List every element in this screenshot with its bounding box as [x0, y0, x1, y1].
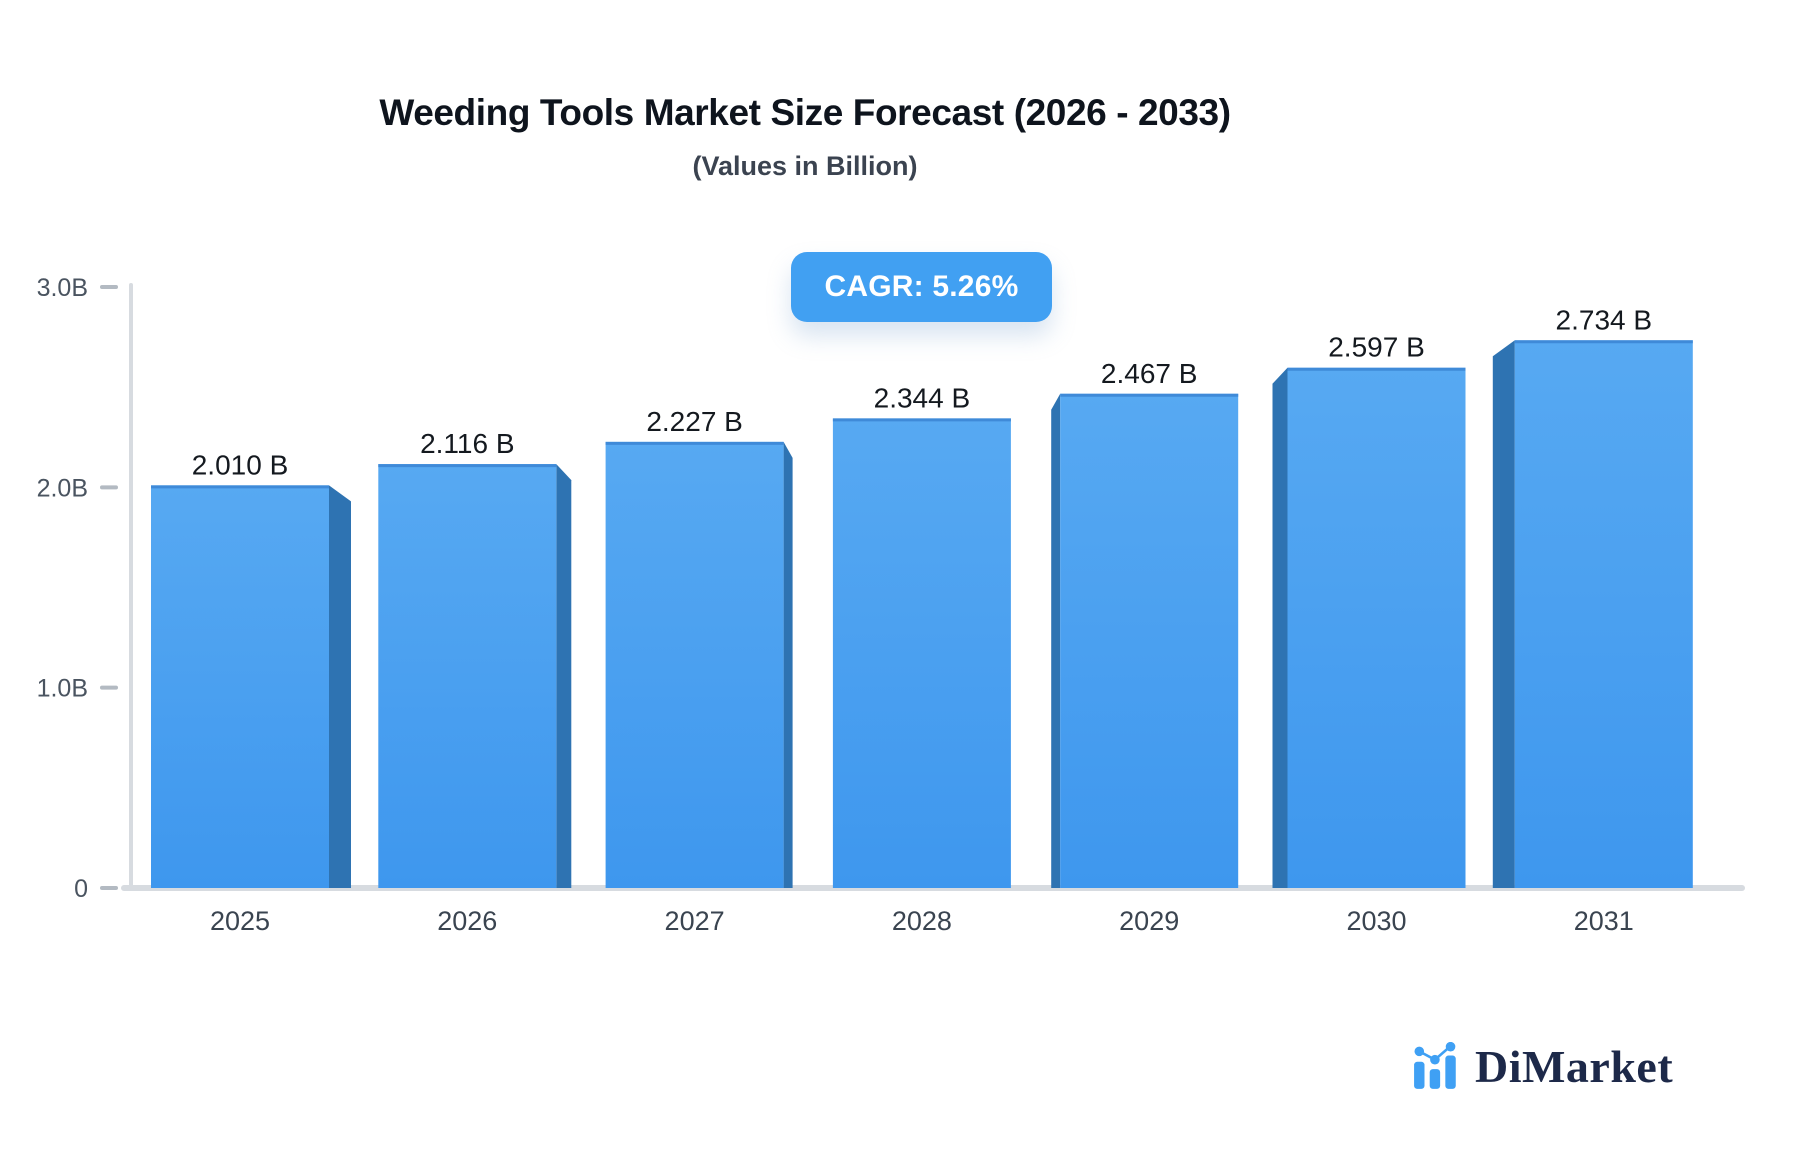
- bar-value-label-2027: 2.227 B: [646, 406, 743, 437]
- cagr-badge-label: CAGR: 5.26%: [824, 270, 1019, 303]
- x-axis-label-2031: 2031: [1574, 906, 1634, 936]
- y-tick-2.0B: [100, 485, 118, 490]
- bar-value-label-2031: 2.734 B: [1556, 304, 1653, 335]
- bar-2028: 2.344 B 2028: [832, 382, 1011, 936]
- bar-2029: 2.467 B 2029: [1051, 358, 1239, 936]
- bar-side-face-2030: [1272, 367, 1288, 888]
- bar-side-face-2026: [556, 464, 572, 888]
- cagr-badge: CAGR: 5.26%: [791, 252, 1052, 322]
- bar-front-face-2026: [378, 464, 557, 888]
- bar-value-label-2029: 2.467 B: [1101, 358, 1198, 389]
- bar-front-face-2027: [605, 441, 784, 888]
- x-axis-label-2026: 2026: [437, 906, 497, 936]
- bar-front-face-2025: [151, 485, 329, 888]
- bar-2027: 2.227 B 2027: [605, 406, 793, 936]
- x-axis-label-2027: 2027: [665, 906, 725, 936]
- y-axis-line: [129, 283, 133, 888]
- dimarket-logo-text: DiMarket: [1475, 1041, 1674, 1092]
- dimarket-logo: DiMarket: [1412, 1038, 1673, 1096]
- dimarket-logo-icon: [1414, 1042, 1456, 1089]
- bar-value-label-2026: 2.116 B: [420, 428, 514, 459]
- y-tick-3.0B: [100, 285, 118, 290]
- bar-side-face-2025: [329, 485, 351, 888]
- bar-2030: 2.597 B 2030: [1272, 332, 1466, 936]
- bar-front-face-2031: [1514, 340, 1693, 888]
- bar-front-face-2029: [1060, 393, 1239, 888]
- y-tick-0: [100, 886, 118, 890]
- bar-2025: 2.010 B 2025: [151, 449, 351, 936]
- bar-side-face-2029: [1051, 393, 1061, 888]
- x-axis-label-2025: 2025: [210, 906, 270, 936]
- bar-side-face-2027: [783, 441, 793, 888]
- x-axis-label-2030: 2030: [1346, 906, 1406, 936]
- bar-side-face-2031: [1492, 340, 1515, 888]
- bar-front-face-2030: [1287, 367, 1466, 888]
- bar-value-label-2030: 2.597 B: [1328, 332, 1425, 363]
- y-axis-label-3.0B: 3.0B: [37, 274, 88, 302]
- x-axis-label-2029: 2029: [1119, 906, 1179, 936]
- y-axis-label-1.0B: 1.0B: [37, 675, 88, 703]
- bar-front-face-2028: [832, 418, 1011, 888]
- y-axis-label-0: 0: [74, 875, 88, 903]
- x-axis-label-2028: 2028: [892, 906, 952, 936]
- bar-value-label-2025: 2.010 B: [192, 449, 289, 480]
- bar-2031: 2.734 B 2031: [1492, 304, 1693, 936]
- y-tick-1.0B: [100, 685, 118, 690]
- bar-value-label-2028: 2.344 B: [874, 382, 971, 413]
- bar-2026: 2.116 B 2026: [378, 428, 572, 936]
- y-axis-label-2.0B: 2.0B: [37, 474, 88, 502]
